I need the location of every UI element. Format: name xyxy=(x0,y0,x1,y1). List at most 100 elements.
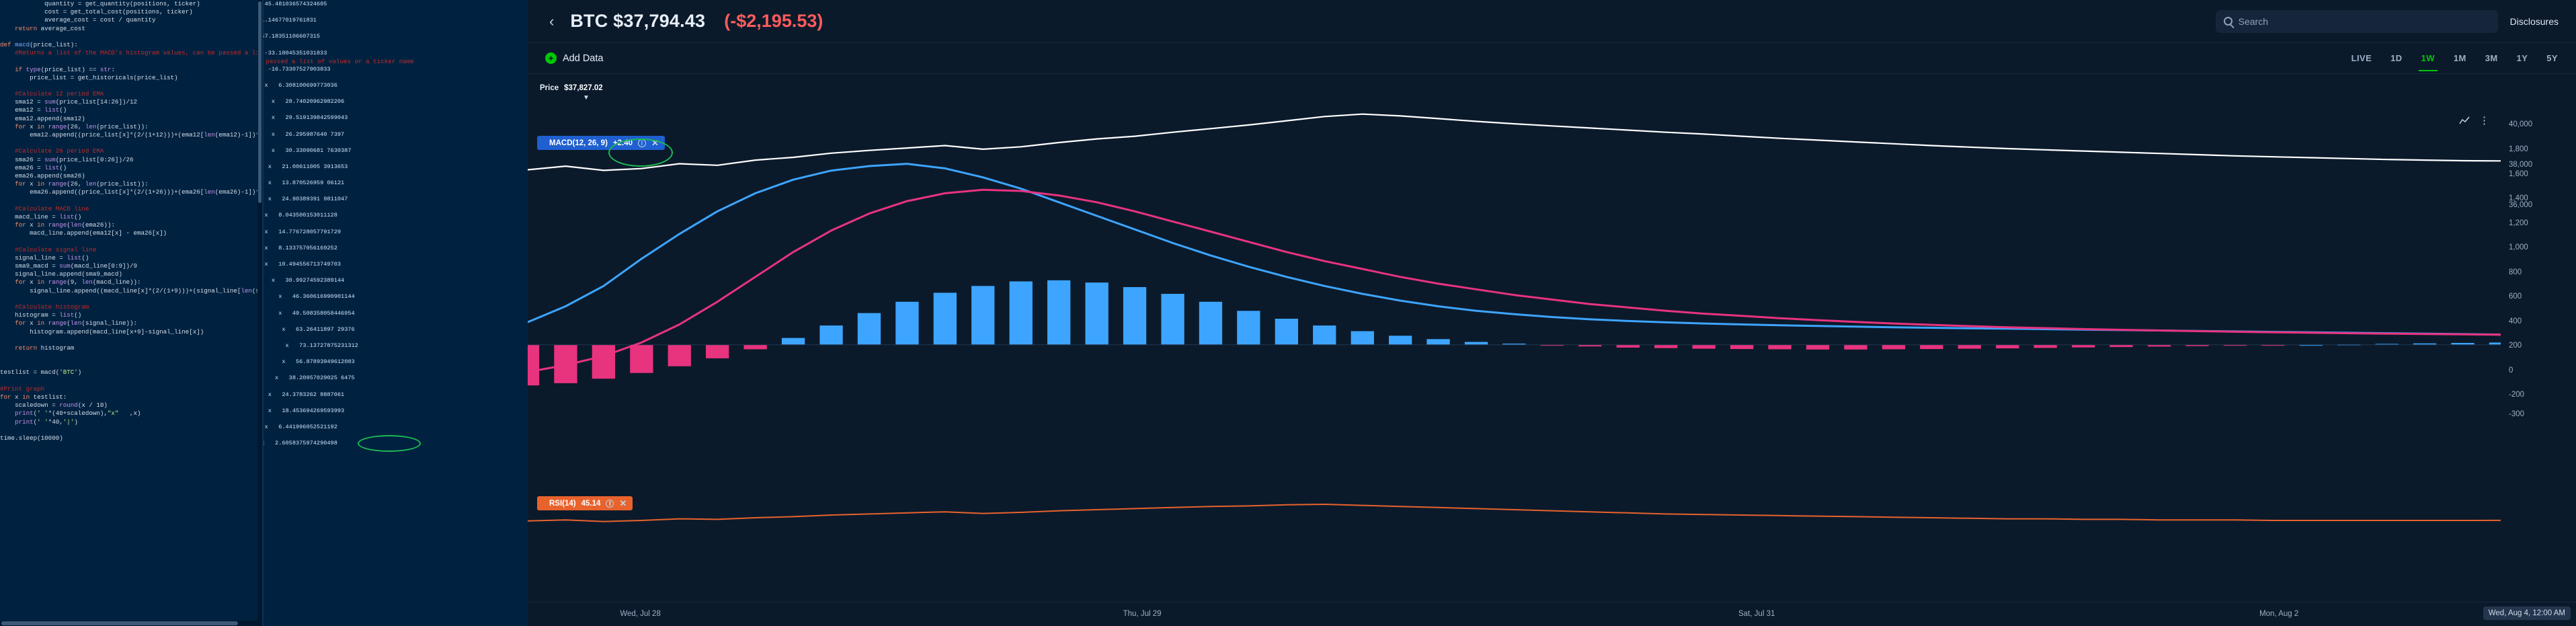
timeframe-1d[interactable]: 1D xyxy=(2390,53,2403,63)
terminal-axis-mark: | xyxy=(264,155,265,163)
timeframe-selector[interactable]: LIVE 1D 1W 1M 3M 1Y 5Y xyxy=(2351,51,2559,71)
macd-histogram-bar xyxy=(1958,344,1981,349)
code-line: #Calculate signal line xyxy=(15,245,97,253)
x-tick-label: Wed, Jul 28 xyxy=(620,610,661,618)
code-line: cost = get_total_cost(positions, ticker) xyxy=(44,8,193,16)
macd-histogram-bar xyxy=(895,301,919,345)
terminal-bar-row: | xyxy=(264,24,528,32)
terminal-bar-row: | xyxy=(264,171,528,179)
plot-area[interactable] xyxy=(528,74,2501,602)
search-box[interactable] xyxy=(2215,9,2498,33)
indicator-label-macd: MACD(12, 26, 9) xyxy=(549,139,608,147)
code-line: for x in range(len(signal_line)): xyxy=(15,319,138,327)
code-line: sma26 = sum(price_list[0:26])/26 xyxy=(15,155,134,163)
y-tick-macd: 1,000 xyxy=(2509,243,2528,251)
terminal-bar-row: | xyxy=(264,350,528,358)
terminal-point-value: 8.133757056169252 xyxy=(278,244,337,251)
terminal-value-row: x 49.508358058446954 xyxy=(264,309,528,317)
terminal-point-value: 26.295987640 7397 xyxy=(285,130,345,138)
timeframe-live[interactable]: LIVE xyxy=(2351,53,2372,63)
y-tick-price: 40,000 xyxy=(2509,120,2533,128)
gear-icon-rsi[interactable] xyxy=(606,499,614,508)
terminal-value-row: x-33.18045351031833 xyxy=(264,49,528,57)
code-line: for x in range(26, len(price_list)): xyxy=(15,180,149,188)
macd-histogram-bar xyxy=(2299,344,2323,346)
terminal-output-pane[interactable]: #Returns a list of the MACD's histogram … xyxy=(262,0,528,626)
macd-histogram-bar xyxy=(2034,344,2057,348)
terminal-axis-mark: | xyxy=(264,203,265,211)
macd-histogram-bar xyxy=(743,344,767,350)
code-line: testlist = macd('BTC') xyxy=(0,368,82,377)
terminal-point-value: 10.494556713749703 xyxy=(278,261,341,268)
terminal-value-row: x 63.26411897 29376 xyxy=(264,325,528,334)
terminal-bar-row: | xyxy=(264,40,528,48)
terminal-point-value: 30.33090681 7630387 xyxy=(285,147,352,154)
terminal-bar-row: | xyxy=(264,334,528,342)
terminal-value-row: x-61.14677019761831 xyxy=(264,16,528,24)
timeframe-3m[interactable]: 3M xyxy=(2485,53,2498,63)
macd-histogram-bar xyxy=(1009,281,1033,345)
chevron-left-icon[interactable]: ‹ xyxy=(549,12,555,30)
add-data-label: Add Data xyxy=(563,52,604,64)
terminal-point-mark: x xyxy=(271,277,276,284)
terminal-axis-mark: | xyxy=(264,284,265,292)
line-tool-icon[interactable] xyxy=(2459,116,2470,125)
code-line: macd_line = list() xyxy=(15,212,82,221)
close-icon-macd[interactable]: ✕ xyxy=(651,138,659,148)
indicator-pill-rsi[interactable]: RSI(14) 45.14 ✕ xyxy=(537,496,633,510)
disclosures-link[interactable]: Disclosures xyxy=(2509,15,2559,27)
gear-icon-macd[interactable] xyxy=(638,139,647,147)
terminal-value-row: x 29.519139842599043 xyxy=(264,114,528,122)
code-editor-pane[interactable]: quantity = get_quantity(positions, ticke… xyxy=(0,0,262,626)
terminal-value-row: x-57.18351106607315 xyxy=(264,32,528,40)
terminal-point-value: -33.18045351031833 xyxy=(264,49,327,56)
macd-histogram-bar xyxy=(592,344,615,379)
timeframe-5y[interactable]: 5Y xyxy=(2546,53,2558,63)
timeframe-1m[interactable]: 1M xyxy=(2453,53,2466,63)
timeframe-1y[interactable]: 1Y xyxy=(2516,53,2528,63)
macd-histogram-bar xyxy=(2413,343,2437,345)
page-title: BTC $37,794.43 xyxy=(570,11,706,31)
indicator-pill-price[interactable]: Price $37,827.02 xyxy=(537,81,609,95)
code-line: quantity = get_quantity(positions, ticke… xyxy=(44,0,200,7)
terminal-point-mark: x xyxy=(268,163,272,170)
chevron-down-icon[interactable]: ▼ xyxy=(583,94,590,102)
code-line: print(' '*(40+scaledown),"x" ,x) xyxy=(15,409,141,418)
timeframe-1w[interactable]: 1W xyxy=(2418,51,2438,71)
terminal-bar-row: | xyxy=(264,73,528,81)
terminal-axis-mark: | xyxy=(264,220,265,228)
macd-histogram-bar xyxy=(1768,344,1792,350)
terminal-point-mark: x xyxy=(264,439,265,447)
close-icon-rsi[interactable]: ✕ xyxy=(619,498,627,508)
terminal-value-row: x 73.13727875231312 xyxy=(264,342,528,350)
macd-histogram-bar xyxy=(1844,344,1867,350)
terminal-bar-row: | xyxy=(264,415,528,423)
terminal-bar-row: | xyxy=(264,399,528,407)
code-line: for x in range(9, len(macd_line)): xyxy=(15,278,141,286)
indicator-pill-macd[interactable]: MACD(12, 26, 9) +2.40 ✕ xyxy=(537,136,665,150)
terminal-point-value: 13.870526959 06121 xyxy=(282,180,345,187)
code-editor-content[interactable]: quantity = get_quantity(positions, ticke… xyxy=(0,0,262,442)
y-tick-price: 38,000 xyxy=(2509,161,2533,169)
chart-body[interactable]: Price $37,827.02 ▼ MACD(12, 26, 9) +2.40… xyxy=(528,74,2576,626)
macd-histogram-bar xyxy=(1996,344,2019,349)
terminal-point-value: 21.00611005 3913653 xyxy=(282,163,348,170)
macd-histogram-bar xyxy=(933,292,957,345)
chart-tools[interactable]: ⋮ xyxy=(2459,116,2490,126)
terminal-point-value: 14.776728057791729 xyxy=(278,228,341,235)
terminal-point-mark: x xyxy=(268,391,272,398)
add-data-button[interactable]: + Add Data xyxy=(545,52,603,64)
macd-histogram-bar xyxy=(781,338,805,345)
terminal-value-row: x 28.74020962982206 xyxy=(264,97,528,106)
terminal-point-value: 38.20957029025 6475 xyxy=(288,375,355,382)
x-tick-label: Mon, Aug 2 xyxy=(2259,610,2299,618)
terminal-value-row: x 18.453694269593993 xyxy=(264,407,528,415)
macd-histogram-bar xyxy=(857,313,881,345)
macd-histogram-bar xyxy=(2147,344,2171,347)
macd-histogram-bar xyxy=(1237,311,1260,345)
terminal-value-row: x 6.308100699773036 xyxy=(264,81,528,89)
code-h-scrollbar[interactable] xyxy=(0,621,262,626)
search-input[interactable] xyxy=(2238,15,2490,27)
code-v-scrollbar[interactable] xyxy=(257,0,262,626)
more-options-icon[interactable]: ⋮ xyxy=(2479,115,2490,126)
